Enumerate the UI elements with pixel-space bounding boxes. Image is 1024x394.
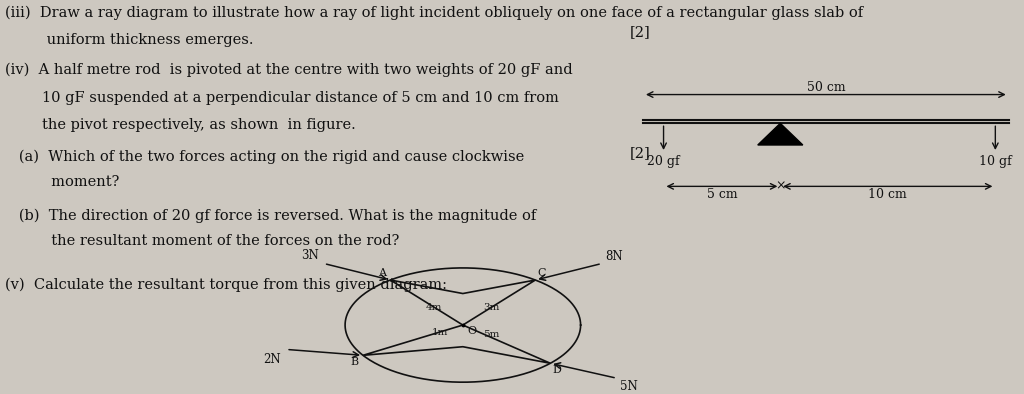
Text: 4m: 4m [426, 303, 442, 312]
Text: (iii)  Draw a ray diagram to illustrate how a ray of light incident obliquely on: (iii) Draw a ray diagram to illustrate h… [5, 6, 863, 20]
Text: [2]: [2] [630, 146, 650, 160]
Text: (a)  Which of the two forces acting on the rigid and cause clockwise: (a) Which of the two forces acting on th… [5, 150, 524, 164]
Text: 3N: 3N [301, 249, 318, 262]
Text: C: C [538, 268, 546, 278]
Text: 10 cm: 10 cm [868, 188, 907, 201]
Text: (v)  Calculate the resultant torque from this given diagram:: (v) Calculate the resultant torque from … [5, 278, 447, 292]
Text: (b)  The direction of 20 gf force is reversed. What is the magnitude of: (b) The direction of 20 gf force is reve… [5, 209, 537, 223]
Polygon shape [758, 123, 803, 145]
Text: 10 gf: 10 gf [979, 155, 1012, 168]
Text: the resultant moment of the forces on the rod?: the resultant moment of the forces on th… [5, 234, 399, 249]
Text: 5N: 5N [620, 380, 638, 393]
Text: 10 gF suspended at a perpendicular distance of 5 cm and 10 cm from: 10 gF suspended at a perpendicular dista… [5, 91, 559, 105]
Text: ×: × [775, 180, 785, 193]
Text: O: O [467, 326, 476, 336]
Text: 2N: 2N [263, 353, 281, 366]
Text: B: B [351, 357, 358, 367]
Text: uniform thickness emerges.: uniform thickness emerges. [5, 33, 254, 48]
Text: 1m: 1m [432, 328, 449, 336]
Text: 5 cm: 5 cm [707, 188, 737, 201]
Text: A: A [378, 268, 386, 278]
Text: 20 gf: 20 gf [647, 155, 680, 168]
Text: (iv)  A half metre rod  is pivoted at the centre with two weights of 20 gF and: (iv) A half metre rod is pivoted at the … [5, 63, 572, 78]
Text: 8N: 8N [605, 250, 623, 263]
Text: 5m: 5m [483, 331, 500, 339]
Text: moment?: moment? [5, 175, 120, 190]
Text: D: D [552, 365, 561, 375]
Text: 3m: 3m [483, 303, 500, 312]
Text: [2]: [2] [630, 26, 650, 40]
Text: 50 cm: 50 cm [807, 81, 845, 94]
Text: the pivot respectively, as shown  in figure.: the pivot respectively, as shown in figu… [5, 118, 356, 132]
